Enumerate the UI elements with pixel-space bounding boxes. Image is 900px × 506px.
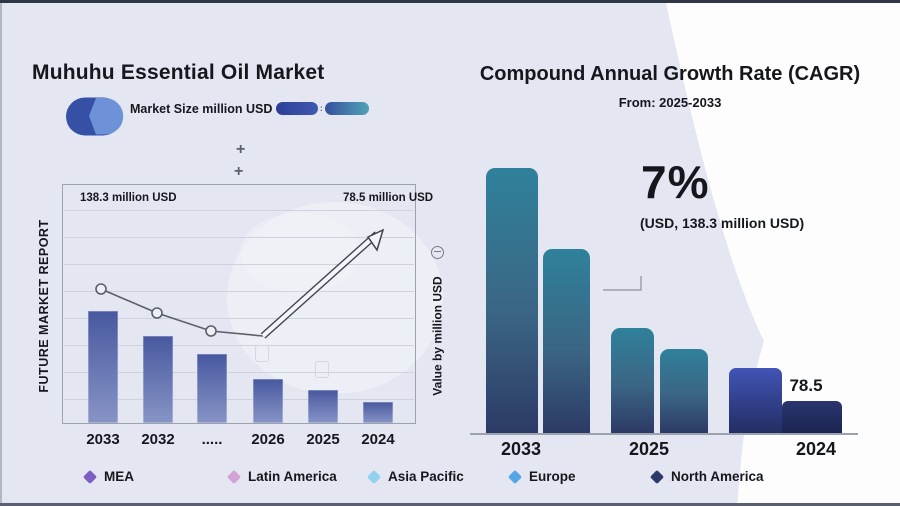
pill-badge-navy [276, 102, 318, 115]
x-label-2024: 2024 [361, 431, 395, 448]
x-label-2025: 2025 [628, 439, 670, 459]
legend-label: MEA [104, 469, 134, 484]
value-axis-label: Value by million USD [430, 276, 445, 396]
gridline [64, 264, 414, 265]
legend-item-north-america: North America [649, 469, 764, 484]
bar-2033 [88, 311, 118, 423]
bar-value-label: 78.5 [789, 376, 823, 395]
right-panel-title: Compound Annual Growth Rate (CAGR) [479, 63, 861, 85]
cagr-caption: (USD, 138.3 million USD) [640, 215, 805, 231]
right-chart-axis [470, 433, 858, 435]
future-market-report-label: FUTURE MARKET REPORT [37, 219, 51, 393]
legend-item-mea: MEA [82, 469, 134, 484]
bar-2026 [253, 379, 283, 423]
x-label-2025: 2025 [306, 431, 340, 448]
x-label-2024: 2024 [795, 439, 837, 459]
gridline [64, 399, 414, 400]
annotation-2033-value: 138.3 million USD [80, 192, 177, 204]
gridline [64, 210, 414, 211]
x-label-2033: 2033 [500, 439, 542, 459]
document-watermark-icon [255, 345, 269, 362]
bar-2024-2 [782, 401, 842, 433]
plus-mark-top: + [236, 141, 246, 158]
diamond-icon [82, 469, 98, 484]
x-label-2032: 2032 [141, 431, 175, 448]
minus-circle-icon [431, 246, 444, 259]
market-size-legend-label: Market Size million USD [130, 102, 273, 116]
annotation-2024-value: 78.5 million USD [343, 192, 434, 204]
bar-2024 [363, 402, 393, 423]
legend-item-europe: Europe [507, 469, 576, 484]
legend-label: Latin America [248, 469, 337, 484]
right-panel-subtitle: From: 2025-2033 [618, 95, 722, 110]
legend-item-latin-america: Latin America [226, 469, 337, 484]
diamond-icon [507, 469, 523, 484]
cagr-value: 7% [641, 156, 710, 208]
plus-mark-bottom: + [234, 163, 244, 180]
x-label-2033: 2033 [86, 431, 120, 448]
legend-label: Europe [529, 469, 576, 484]
gridline [64, 237, 414, 238]
bar-2025-1 [611, 328, 654, 433]
diamond-icon [366, 469, 382, 484]
document-watermark-icon [315, 361, 329, 378]
gridline [64, 372, 414, 373]
pill-separator: : [320, 104, 323, 113]
x-label-.....: ..... [201, 431, 223, 448]
bar-2025-2 [660, 349, 708, 433]
legend-label: Asia Pacific [388, 469, 464, 484]
gridline [64, 345, 414, 346]
bar-2033-2 [543, 249, 590, 433]
pill-badge-teal [325, 102, 369, 115]
legend-label: North America [671, 469, 764, 484]
left-chart-frame [62, 184, 416, 424]
legend-item-asia-pacific: Asia Pacific [366, 469, 464, 484]
bar-..... [197, 354, 227, 423]
bar-2025 [308, 390, 338, 423]
left-panel-title: Muhuhu Essential Oil Market [32, 61, 325, 84]
cylinder-3d-icon [66, 97, 124, 136]
bar-2024-1 [729, 368, 782, 433]
diamond-icon [649, 469, 665, 484]
x-label-2026: 2026 [251, 431, 285, 448]
gridline [64, 291, 414, 292]
bar-2033-1 [486, 168, 538, 433]
diamond-icon [226, 469, 242, 484]
bar-2032 [143, 336, 173, 423]
